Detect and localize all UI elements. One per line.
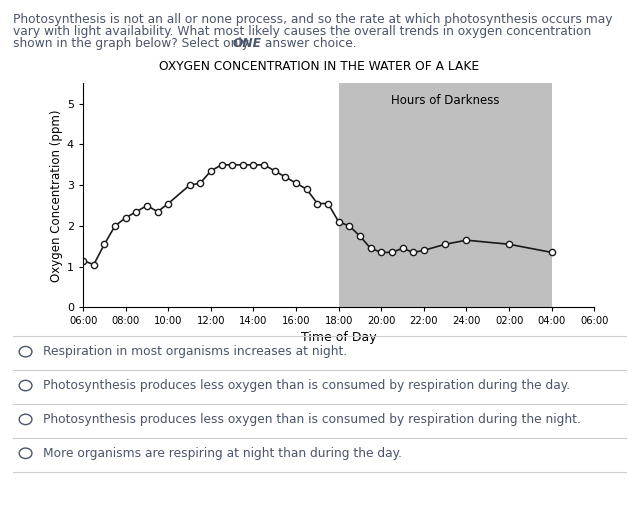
Text: ONE: ONE xyxy=(233,37,261,50)
Text: vary with light availability. What most likely causes the overall trends in oxyg: vary with light availability. What most … xyxy=(13,25,591,38)
Text: Photosynthesis produces less oxygen than is consumed by respiration during the d: Photosynthesis produces less oxygen than… xyxy=(43,379,571,392)
X-axis label: Time of Day: Time of Day xyxy=(301,331,376,343)
Bar xyxy=(339,83,551,307)
Text: OXYGEN CONCENTRATION IN THE WATER OF A LAKE: OXYGEN CONCENTRATION IN THE WATER OF A L… xyxy=(160,60,479,73)
Text: answer choice.: answer choice. xyxy=(261,37,357,50)
Text: Photosynthesis is not an all or none process, and so the rate at which photosynt: Photosynthesis is not an all or none pro… xyxy=(13,13,612,26)
Y-axis label: Oxygen Concentration (ppm): Oxygen Concentration (ppm) xyxy=(50,109,63,282)
Text: Hours of Darkness: Hours of Darkness xyxy=(391,94,500,106)
Text: shown in the graph below? Select only: shown in the graph below? Select only xyxy=(13,37,252,50)
Text: Photosynthesis produces less oxygen than is consumed by respiration during the n: Photosynthesis produces less oxygen than… xyxy=(43,413,581,426)
Text: More organisms are respiring at night than during the day.: More organisms are respiring at night th… xyxy=(43,447,403,460)
Text: Respiration in most organisms increases at night.: Respiration in most organisms increases … xyxy=(43,345,348,358)
